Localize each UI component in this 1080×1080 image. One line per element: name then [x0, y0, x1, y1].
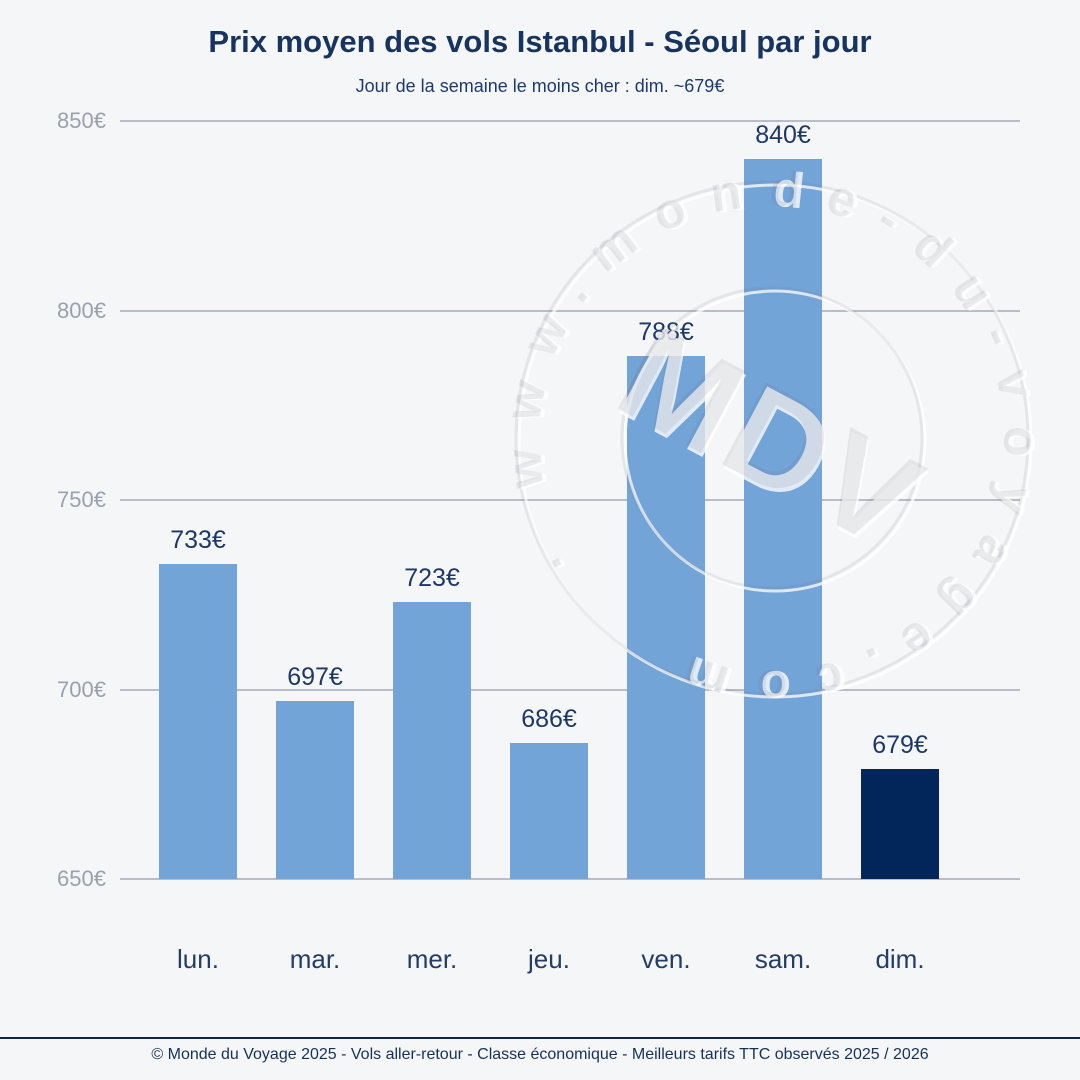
bar-value-label: 697€ [287, 662, 343, 691]
bar-mer [393, 602, 471, 879]
x-axis-tick-label: lun. [177, 944, 219, 974]
bar-value-label: 733€ [170, 526, 226, 555]
y-axis-tick-label: 850€ [57, 108, 106, 133]
x-axis-tick-label: jeu. [528, 944, 570, 974]
bar-lun [159, 564, 237, 879]
x-axis-tick-label: mar. [289, 944, 341, 974]
bar-value-label: 686€ [521, 704, 577, 733]
footer-text: © Monde du Voyage 2025 - Vols aller-reto… [151, 1046, 929, 1063]
y-axis-tick-label: 800€ [57, 297, 106, 323]
bar-value-label: 723€ [404, 564, 460, 593]
gridline [120, 878, 1020, 880]
x-axis-tick-label: mer. [406, 944, 458, 974]
gridline [120, 120, 1020, 122]
bar-jeu [510, 742, 588, 879]
x-axis-tick-label: ven. [641, 944, 691, 974]
page-title: Prix moyen des vols Istanbul - Séoul par… [208, 24, 872, 59]
bar-value-label: 788€ [638, 317, 694, 346]
bar-dim [861, 769, 939, 879]
bar-value-label: 679€ [872, 731, 928, 760]
y-axis-tick-label: 700€ [57, 676, 106, 702]
footer-divider [0, 1037, 1080, 1039]
chart-subtitle: Jour de la semaine le moins cher : dim. … [355, 76, 725, 96]
y-axis-tick-label: 650€ [57, 866, 106, 891]
y-axis-tick-label: 750€ [57, 487, 106, 512]
bar-sam [744, 158, 822, 879]
x-axis-tick-label: sam. [754, 944, 812, 974]
gridline [120, 499, 1020, 501]
bar-value-label: 840€ [755, 120, 811, 149]
bar-ven [627, 355, 705, 879]
bar-mar [276, 700, 354, 879]
x-axis-tick-label: dim. [875, 944, 925, 974]
gridline [120, 309, 1020, 312]
